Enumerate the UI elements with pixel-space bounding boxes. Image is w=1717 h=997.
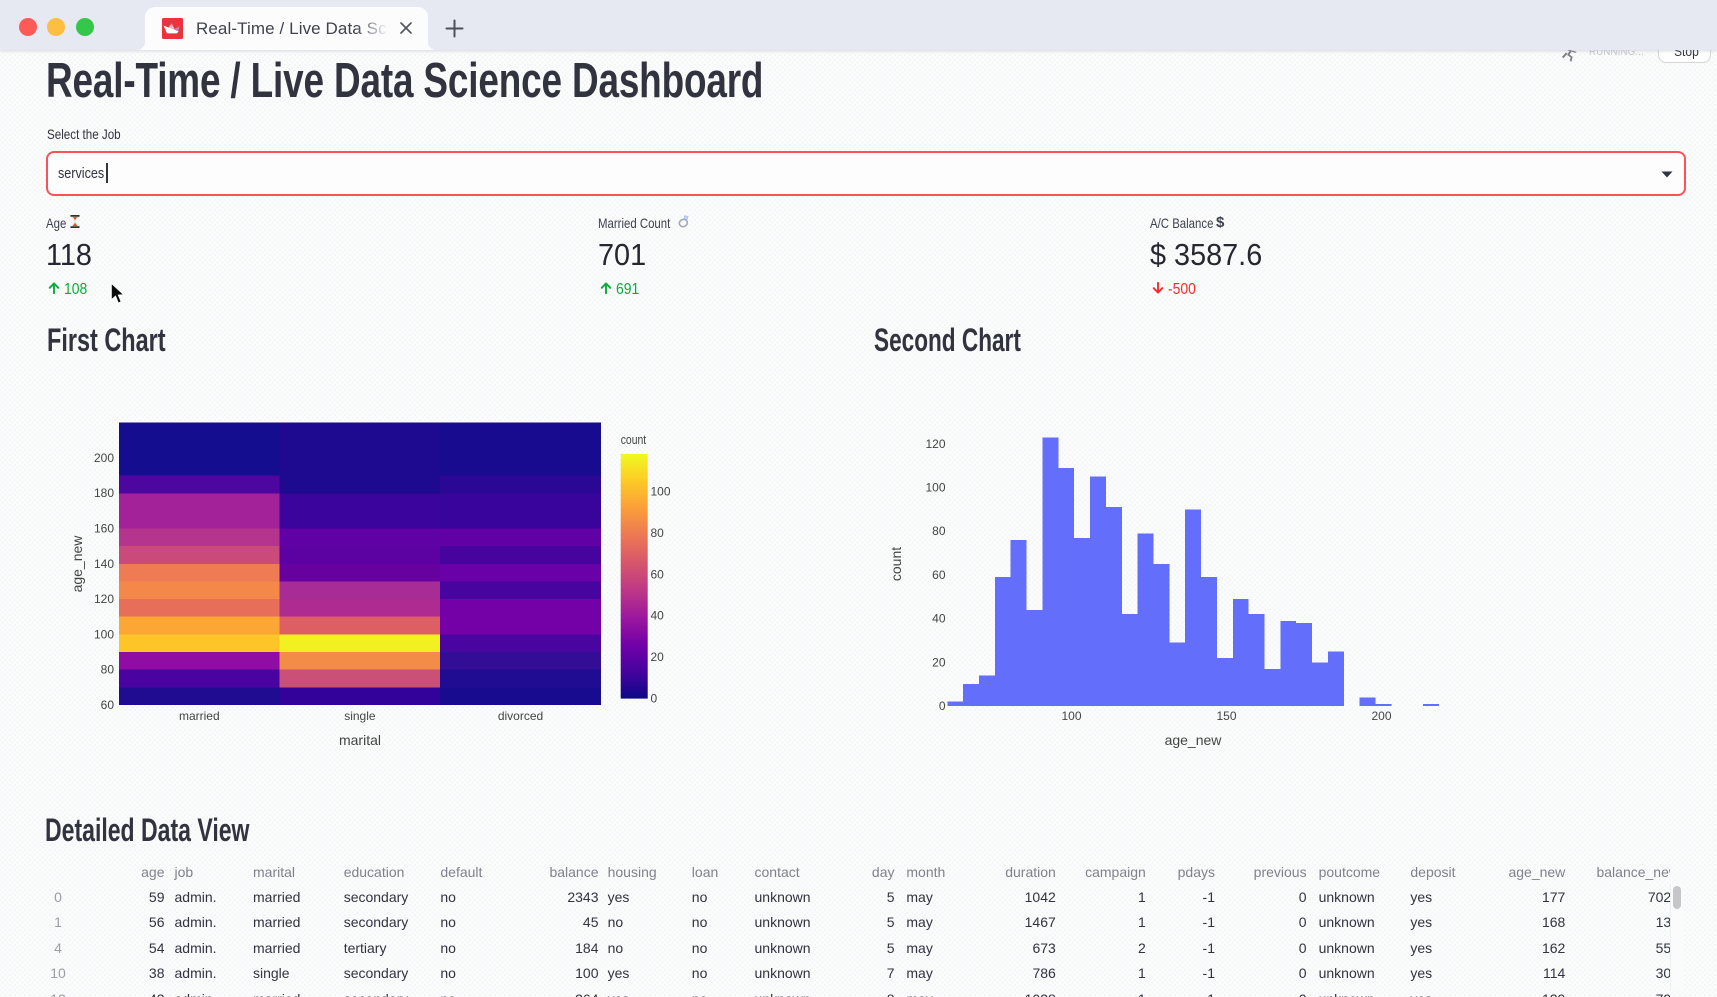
svg-text:count: count <box>888 547 904 581</box>
svg-text:single: single <box>344 709 376 723</box>
svg-text:age_new: age_new <box>1165 732 1223 748</box>
svg-text:40: 40 <box>651 609 665 623</box>
svg-text:marital: marital <box>339 732 381 748</box>
svg-text:120: 120 <box>94 592 114 606</box>
svg-text:80: 80 <box>101 663 115 677</box>
svg-text:20: 20 <box>651 650 665 664</box>
svg-text:60: 60 <box>101 698 115 712</box>
svg-text:age_new: age_new <box>69 535 85 593</box>
svg-text:40: 40 <box>932 612 946 626</box>
svg-text:150: 150 <box>1216 709 1236 723</box>
svg-text:80: 80 <box>651 526 665 540</box>
svg-text:100: 100 <box>925 481 945 495</box>
svg-text:180: 180 <box>94 486 114 500</box>
svg-text:100: 100 <box>651 484 671 498</box>
svg-text:count: count <box>621 433 647 447</box>
svg-text:married: married <box>179 709 220 723</box>
svg-text:60: 60 <box>651 567 665 581</box>
svg-text:200: 200 <box>1371 709 1391 723</box>
svg-text:100: 100 <box>1061 709 1081 723</box>
svg-text:160: 160 <box>94 522 114 536</box>
svg-text:100: 100 <box>94 627 114 641</box>
svg-text:20: 20 <box>932 655 946 669</box>
svg-text:80: 80 <box>932 524 946 538</box>
svg-text:0: 0 <box>939 699 946 713</box>
svg-text:60: 60 <box>932 568 946 582</box>
svg-text:divorced: divorced <box>498 709 543 723</box>
svg-text:200: 200 <box>94 451 114 465</box>
svg-text:120: 120 <box>925 437 945 451</box>
svg-text:140: 140 <box>94 557 114 571</box>
svg-text:0: 0 <box>651 692 658 706</box>
